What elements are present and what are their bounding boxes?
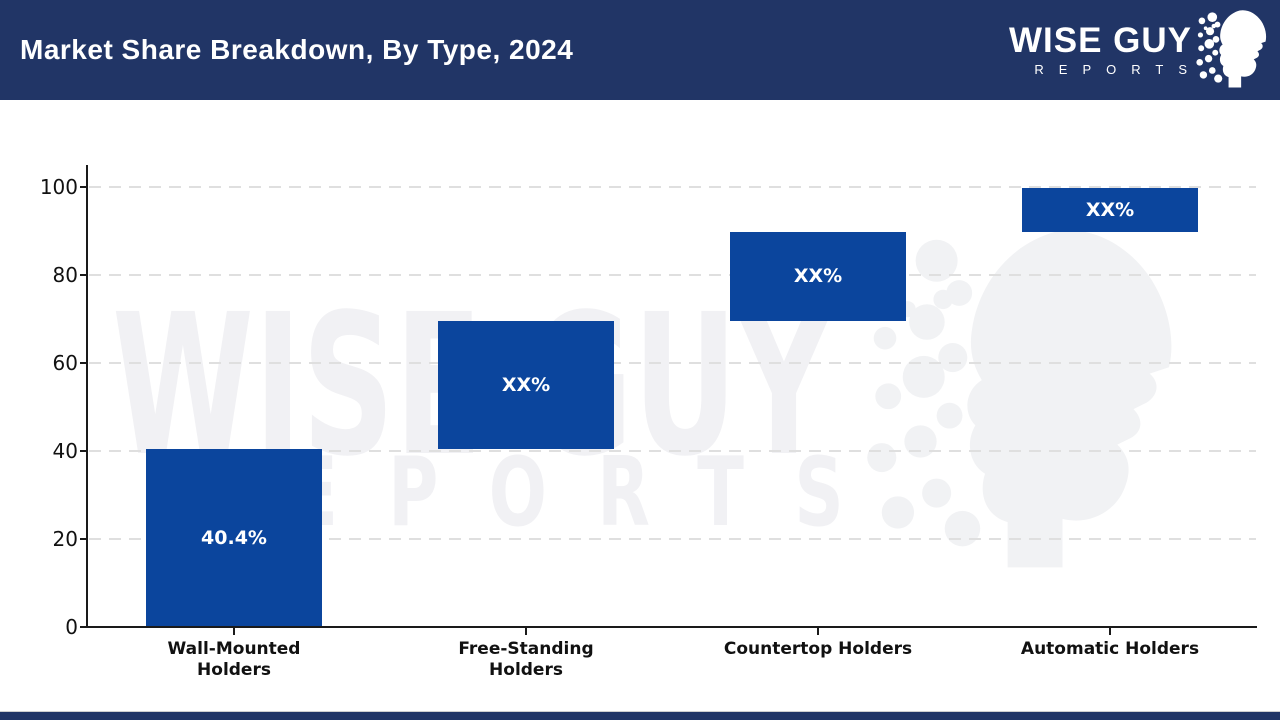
watermark-face-icon	[867, 230, 1172, 568]
x-tick-label-2: Free-Standing Holders	[458, 639, 594, 681]
y-axis	[86, 165, 88, 628]
logo-text: WISE GUY REPORTS	[1009, 23, 1192, 76]
bar-3: XX%	[730, 231, 906, 321]
gridline-60	[89, 362, 1256, 364]
x-tick-label-4: Automatic Holders	[1020, 639, 1200, 659]
logo-face-icon	[1196, 10, 1267, 88]
gridline-20	[89, 538, 1256, 540]
y-tick-mark-100	[80, 186, 88, 188]
x-tick-mark-3	[817, 628, 819, 635]
y-tick-label-60: 60	[52, 351, 78, 375]
footer-hairline	[0, 711, 1280, 712]
header-banner: Market Share Breakdown, By Type, 2024 WI…	[0, 0, 1280, 100]
bar-4: XX%	[1022, 187, 1198, 232]
page-title: Market Share Breakdown, By Type, 2024	[20, 34, 574, 65]
x-axis	[86, 626, 1257, 628]
x-tick-mark-1	[233, 628, 235, 635]
y-tick-label-100: 100	[39, 175, 78, 199]
y-tick-label-0: 0	[65, 615, 78, 639]
y-tick-label-80: 80	[52, 263, 78, 287]
y-tick-label-40: 40	[52, 439, 78, 463]
y-tick-label-20: 20	[52, 527, 78, 551]
wise-guy-reports-logo: WISE GUY REPORTS	[1009, 8, 1270, 90]
bar-2: XX%	[438, 320, 614, 450]
gridline-80	[89, 274, 1256, 276]
logo-subtitle: REPORTS	[1034, 61, 1202, 77]
gridline-40	[89, 450, 1256, 452]
y-tick-mark-0	[80, 626, 88, 628]
bar-value-label: XX%	[793, 265, 843, 288]
y-tick-mark-80	[80, 274, 88, 276]
y-tick-mark-60	[80, 362, 88, 364]
x-tick-label-1: Wall-Mounted Holders	[167, 639, 301, 681]
x-tick-mark-4	[1109, 628, 1111, 635]
y-tick-mark-40	[80, 450, 88, 452]
footer-bar	[0, 712, 1280, 720]
bar-value-label: XX%	[1085, 198, 1135, 221]
x-tick-label-3: Countertop Holders	[723, 639, 913, 659]
y-tick-mark-20	[80, 538, 88, 540]
bar-value-label: XX%	[501, 373, 551, 396]
bar-1: 40.4%	[146, 449, 322, 627]
x-tick-mark-2	[525, 628, 527, 635]
bar-value-label: 40.4%	[201, 527, 267, 550]
gridline-100	[89, 186, 1256, 188]
logo-wordmark: WISE GUY	[1008, 20, 1192, 60]
